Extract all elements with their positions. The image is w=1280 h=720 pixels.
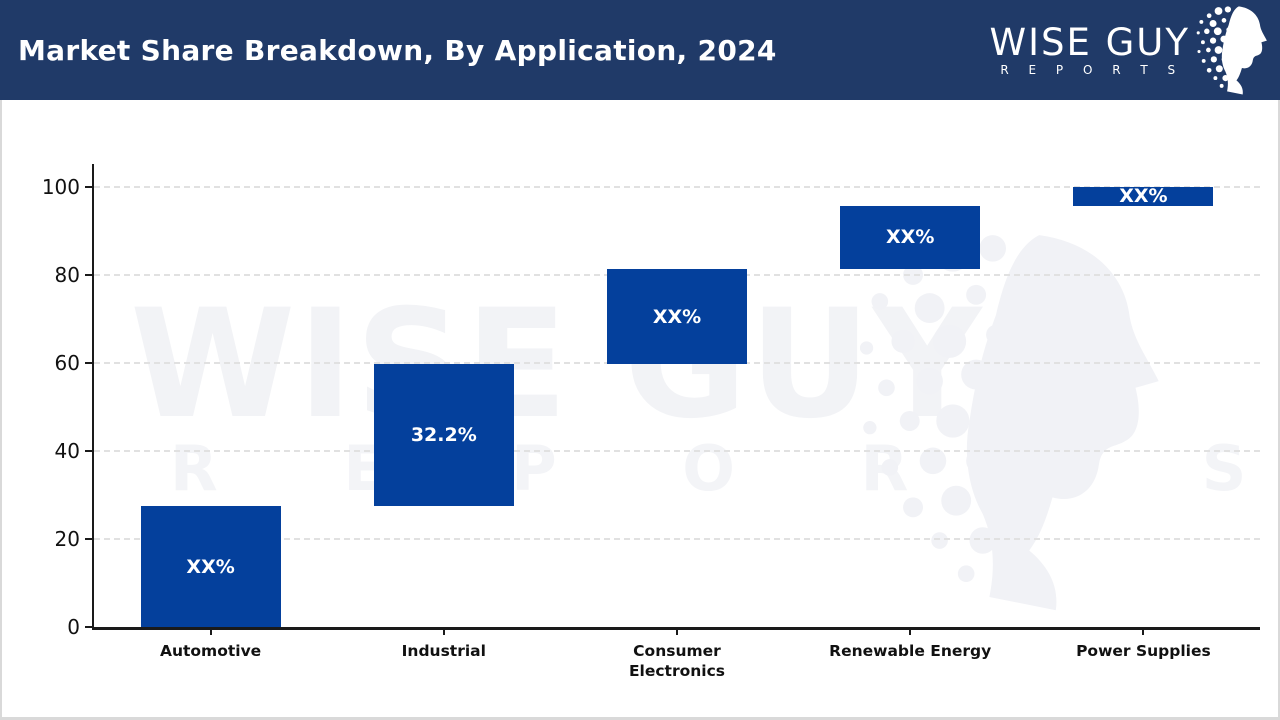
gridline-100 [94,186,1260,188]
bar-value-label: XX% [186,555,235,578]
ytick-mark-80 [85,274,94,276]
ytick-mark-20 [85,538,94,540]
ytick-label-80: 80 [54,263,80,287]
category-label-2: Consumer Electronics [628,642,726,681]
xtick-mark-4 [1142,627,1145,635]
page-title: Market Share Breakdown, By Application, … [18,33,777,67]
bar-automotive: XX% [140,506,281,627]
header-bar: Market Share Breakdown, By Application, … [0,0,1280,100]
bar-renewable-energy: XX% [840,205,981,269]
bar-consumer: XX% [607,268,747,365]
brand-subtitle: R E P O R T S [1000,63,1184,77]
bar-industrial: 32.2% [373,364,514,506]
chart-canvas: WISE GUY R E P O R T S 0 20 40 60 80 100 XX% Au… [0,100,1280,720]
xtick-mark-1 [442,627,445,635]
ytick-label-100: 100 [41,175,80,199]
bar-value-label: XX% [886,226,935,249]
ytick-mark-60 [85,362,94,364]
bar-value-label: XX% [652,305,702,328]
ytick-mark-100 [85,186,94,188]
ytick-mark-0 [85,626,94,628]
xtick-mark-0 [209,627,212,635]
brand-text: WISE GUY R E P O R T S [990,24,1190,76]
gridline-40 [94,450,1260,452]
category-label-1: Industrial [401,642,486,660]
category-label-0: Automotive [159,642,262,660]
bar-value-label: 32.2% [410,424,477,447]
ytick-mark-40 [85,450,94,452]
brand-name: WISE GUY [989,21,1190,64]
category-label-3: Renewable Energy [829,642,992,660]
category-label-4: Power Supplies [1076,642,1211,660]
bar-value-label: XX% [1119,185,1168,208]
ytick-label-0: 0 [67,615,80,639]
ytick-label-20: 20 [54,527,80,551]
gridline-20 [94,538,1260,540]
ytick-label-40: 40 [54,439,80,463]
xtick-mark-2 [676,627,678,635]
brand-logo: WISE GUY R E P O R T S [990,0,1270,100]
bar-power-supplies: XX% [1073,185,1214,208]
xtick-mark-3 [909,627,912,635]
ytick-label-60: 60 [54,351,80,375]
plot-area: 0 20 40 60 80 100 XX% Automotive 32.2% Industrial… [42,164,1260,680]
wise-guy-head-icon [1196,6,1267,95]
